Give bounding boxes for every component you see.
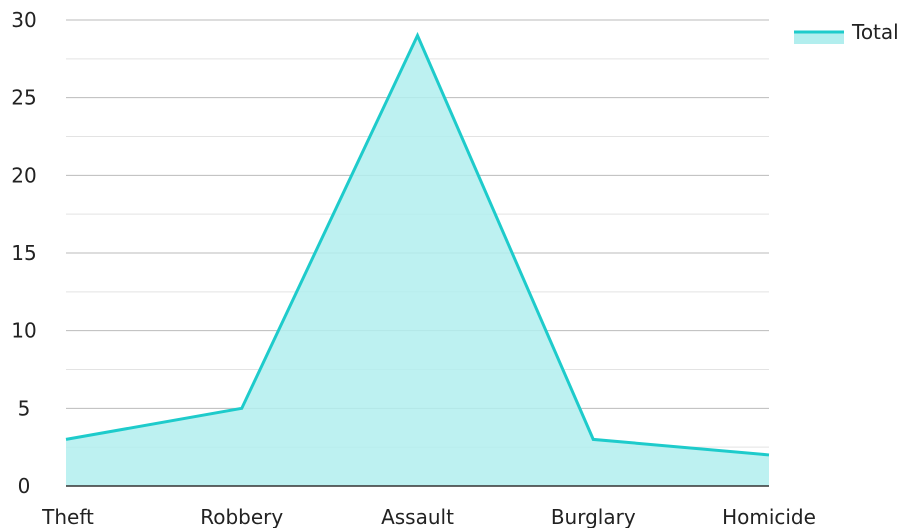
- y-tick-label: 0: [18, 474, 31, 498]
- x-tick-label: Burglary: [551, 505, 636, 528]
- y-axis-ticks: 0 5 10 15 20 25 30: [11, 8, 36, 498]
- x-axis-ticks: Theft Robbery Assault Burglary Homicide: [41, 505, 816, 528]
- x-tick-label: Assault: [381, 505, 454, 528]
- y-tick-label: 20: [11, 163, 36, 187]
- y-tick-label: 5: [18, 396, 31, 420]
- x-tick-label: Homicide: [722, 505, 816, 528]
- series-area-total: [66, 35, 769, 487]
- legend-swatch-fill: [794, 32, 844, 44]
- y-tick-label: 25: [11, 86, 36, 110]
- legend-label-total: Total: [851, 20, 899, 44]
- legend: Total: [794, 20, 899, 44]
- y-tick-label: 30: [11, 8, 36, 32]
- x-tick-label: Theft: [41, 505, 94, 528]
- x-tick-label: Robbery: [200, 505, 283, 528]
- y-tick-label: 10: [11, 319, 36, 343]
- y-tick-label: 15: [11, 241, 36, 265]
- series-line-total: [65, 31, 770, 457]
